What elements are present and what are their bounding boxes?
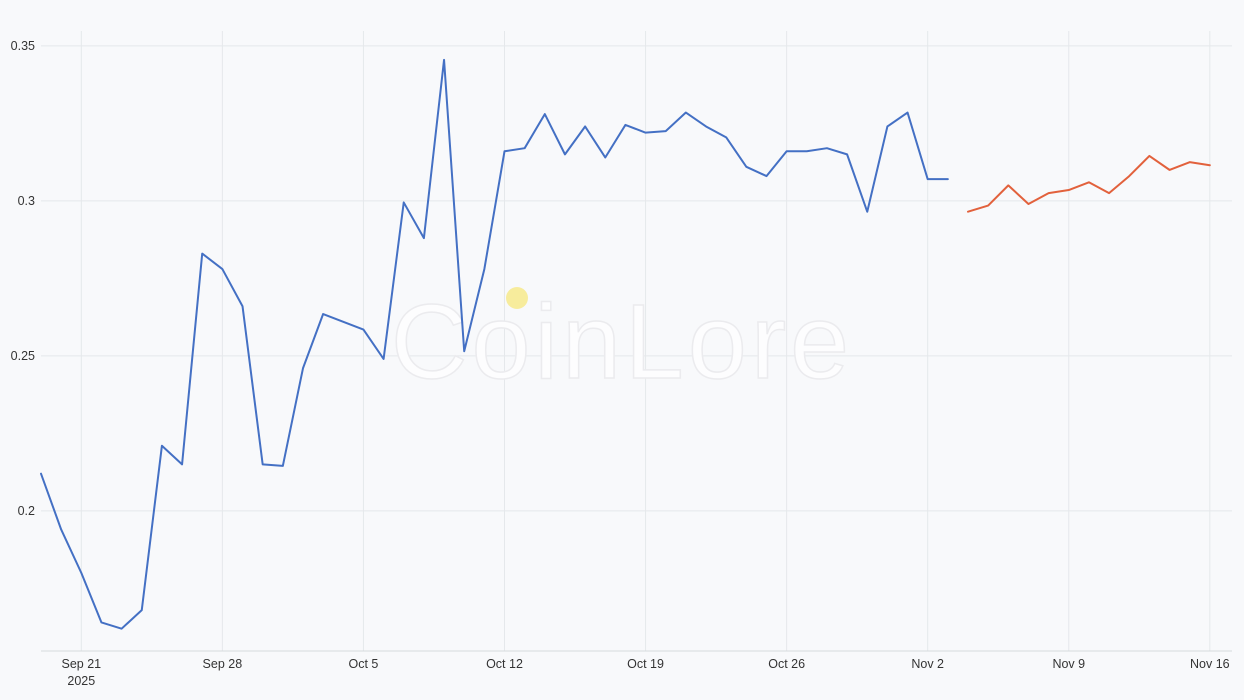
y-axis-tick-label: 0.2 bbox=[18, 504, 35, 518]
x-axis-tick-label: Oct 5 bbox=[348, 657, 378, 671]
series-line-blue bbox=[40, 58, 949, 630]
x-axis-tick-label: Nov 2 bbox=[911, 657, 944, 671]
watermark-dot-icon bbox=[506, 287, 528, 309]
x-axis-tick-label: Oct 26 bbox=[768, 657, 805, 671]
series-line-orange bbox=[967, 154, 1211, 213]
x-axis-tick-label: Sep 28 bbox=[203, 657, 243, 671]
y-axis-tick-label: 0.25 bbox=[11, 349, 35, 363]
x-axis-year-label: 2025 bbox=[67, 674, 95, 688]
x-axis-tick-label: Nov 16 bbox=[1190, 657, 1230, 671]
x-axis-tick-label: Oct 19 bbox=[627, 657, 664, 671]
axis-labels: 0.35 0.3 0.25 0.2 Sep 21 Sep 28 Oct 5 Oct 12 Oct… bbox=[11, 39, 1230, 688]
x-axis-tick-label: Oct 12 bbox=[486, 657, 523, 671]
chart-series bbox=[40, 58, 1211, 630]
x-axis-tick-label: Nov 9 bbox=[1052, 657, 1085, 671]
chart-grid bbox=[41, 31, 1232, 652]
y-axis-tick-label: 0.35 bbox=[11, 39, 35, 53]
x-axis-tick-label: Sep 21 bbox=[61, 657, 101, 671]
y-axis-tick-label: 0.3 bbox=[18, 194, 35, 208]
